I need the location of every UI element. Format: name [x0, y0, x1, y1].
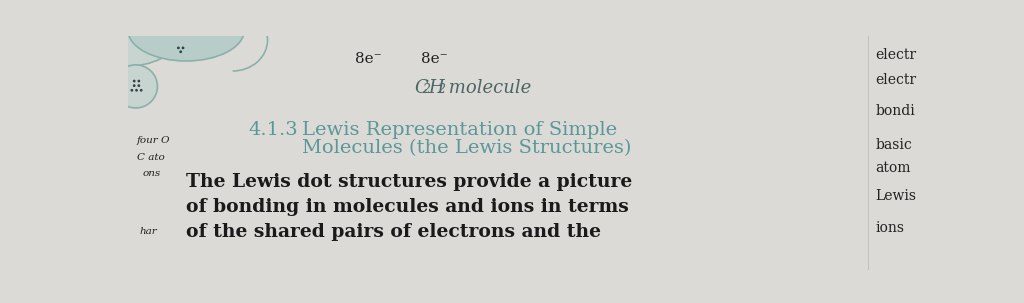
Text: Lewis Representation of Simple: Lewis Representation of Simple — [302, 121, 617, 139]
Text: 2: 2 — [437, 82, 445, 95]
Circle shape — [135, 89, 138, 92]
Text: ons: ons — [142, 169, 161, 178]
Text: electr: electr — [876, 73, 916, 87]
Circle shape — [137, 80, 140, 82]
Circle shape — [114, 65, 158, 108]
Circle shape — [179, 50, 182, 53]
Circle shape — [130, 89, 133, 92]
Circle shape — [181, 47, 184, 49]
Circle shape — [133, 80, 135, 82]
Text: molecule: molecule — [443, 79, 531, 97]
Text: Lewis: Lewis — [876, 189, 916, 203]
Circle shape — [177, 47, 180, 49]
Text: of bonding in molecules and ions in terms: of bonding in molecules and ions in term… — [186, 198, 629, 216]
Ellipse shape — [128, 0, 245, 61]
Text: H: H — [429, 79, 444, 97]
Text: ions: ions — [876, 221, 904, 235]
Text: har: har — [139, 227, 158, 236]
Text: 8e⁻: 8e⁻ — [355, 52, 382, 66]
Text: bondi: bondi — [876, 104, 914, 118]
Circle shape — [137, 84, 140, 87]
Circle shape — [133, 84, 135, 87]
Ellipse shape — [58, 0, 182, 67]
Text: 8e⁻: 8e⁻ — [421, 52, 447, 66]
Text: atom: atom — [876, 161, 910, 175]
Circle shape — [140, 89, 142, 92]
Text: 2: 2 — [423, 82, 430, 95]
Text: electr: electr — [876, 48, 916, 62]
Text: basic: basic — [876, 138, 911, 152]
Text: 4.1.3: 4.1.3 — [248, 121, 298, 139]
Text: C: C — [415, 79, 428, 97]
Text: C ato: C ato — [136, 153, 165, 162]
Text: The Lewis dot structures provide a picture: The Lewis dot structures provide a pictu… — [186, 173, 633, 191]
Text: Molecules (the Lewis Structures): Molecules (the Lewis Structures) — [302, 139, 632, 157]
Text: four O: four O — [137, 136, 171, 145]
Text: of the shared pairs of electrons and the: of the shared pairs of electrons and the — [186, 223, 601, 241]
